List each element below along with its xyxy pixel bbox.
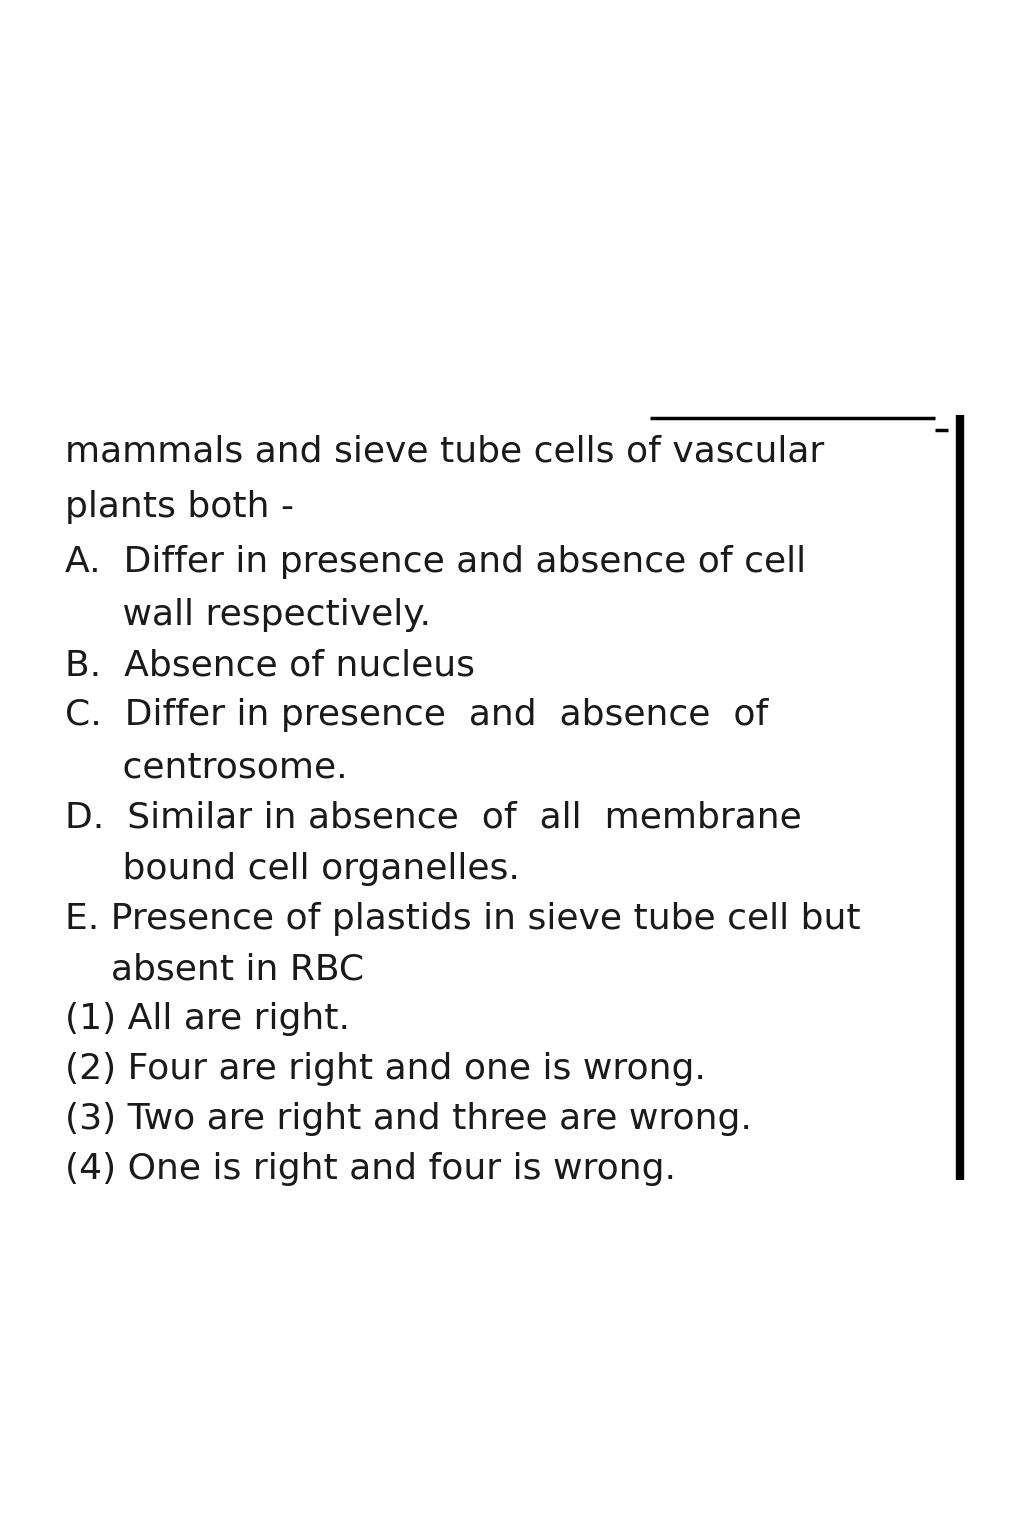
Text: bound cell organelles.: bound cell organelles. (65, 852, 520, 885)
Text: mammals and sieve tube cells of vascular: mammals and sieve tube cells of vascular (65, 434, 824, 469)
Text: plants both -: plants both - (65, 491, 294, 524)
Text: A.  Differ in presence and absence of cell: A. Differ in presence and absence of cel… (65, 546, 806, 579)
Text: D.  Similar in absence  of  all  membrane: D. Similar in absence of all membrane (65, 800, 802, 834)
Text: (1) All are right.: (1) All are right. (65, 1001, 350, 1036)
Text: absent in RBC: absent in RBC (65, 952, 365, 986)
Text: E. Presence of plastids in sieve tube cell but: E. Presence of plastids in sieve tube ce… (65, 902, 860, 936)
Text: wall respectively.: wall respectively. (65, 597, 431, 632)
Text: (3) Two are right and three are wrong.: (3) Two are right and three are wrong. (65, 1102, 752, 1135)
Text: (4) One is right and four is wrong.: (4) One is right and four is wrong. (65, 1152, 676, 1186)
Text: centrosome.: centrosome. (65, 750, 347, 783)
Text: C.  Differ in presence  and  absence  of: C. Differ in presence and absence of (65, 698, 768, 732)
Text: (2) Four are right and one is wrong.: (2) Four are right and one is wrong. (65, 1052, 706, 1087)
Text: B.  Absence of nucleus: B. Absence of nucleus (65, 648, 475, 683)
